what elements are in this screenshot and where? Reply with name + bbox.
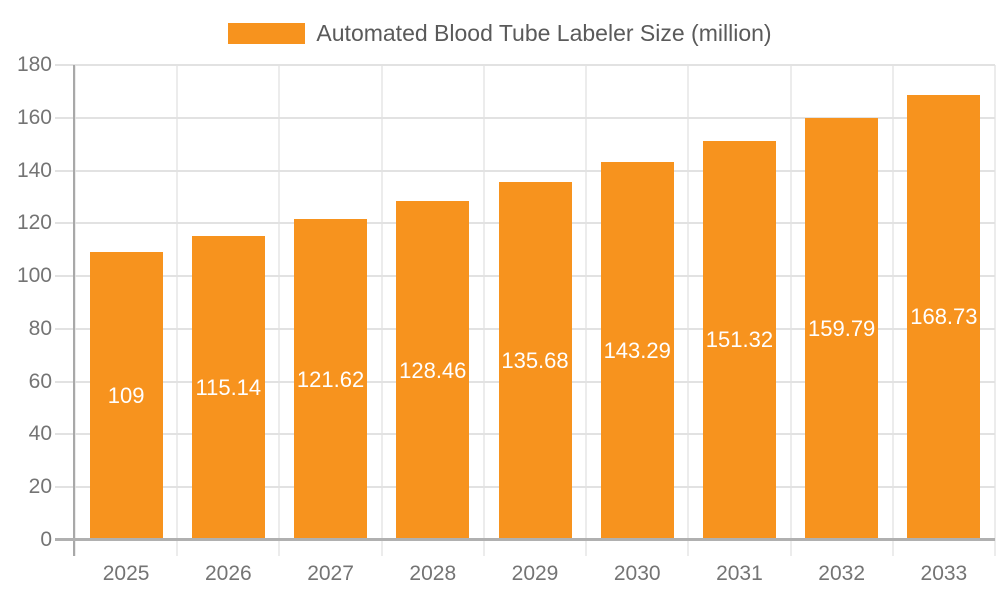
bar-2025[interactable]	[89, 252, 163, 540]
x-axis-tick-label: 2031	[716, 562, 763, 585]
vertical-gridline	[891, 65, 894, 556]
y-axis-tick-label: 160	[16, 105, 52, 129]
x-axis-tick-label: 2027	[307, 562, 354, 585]
y-axis-tick-label: 60	[28, 369, 52, 393]
horizontal-gridline	[55, 116, 995, 119]
vertical-gridline	[687, 65, 690, 556]
bar-value-label: 159.79	[808, 316, 876, 342]
vertical-gridline	[176, 65, 179, 556]
x-axis-tick-label: 2026	[204, 562, 252, 585]
chart-legend[interactable]: Automated Blood Tube Labeler Size (milli…	[0, 18, 1000, 48]
y-axis-line	[73, 65, 75, 556]
bar-2030[interactable]	[600, 161, 674, 540]
bar-value-label: 115.14	[195, 375, 262, 401]
y-axis-tick-label: 40	[28, 422, 52, 446]
y-axis-tick-label: 0	[40, 528, 52, 551]
x-axis-tick-label: 2033	[920, 562, 968, 585]
vertical-gridline	[994, 65, 996, 556]
y-axis-tick-label: 80	[28, 316, 52, 340]
bar-value-label: 109	[107, 383, 145, 409]
legend-swatch	[228, 22, 306, 44]
bar-value-label: 151.32	[705, 327, 774, 353]
y-axis-tick-label: 140	[16, 158, 52, 182]
bar-value-label: 168.73	[910, 304, 978, 330]
bar-2027[interactable]	[294, 219, 368, 540]
bar-2032[interactable]	[805, 118, 879, 540]
bar-value-label: 121.62	[296, 366, 365, 392]
bar-2029[interactable]	[498, 181, 572, 540]
legend-label: Automated Blood Tube Labeler Size (milli…	[316, 20, 772, 46]
vertical-gridline	[585, 65, 588, 556]
y-axis-tick-label: 180	[16, 53, 52, 76]
vertical-gridline	[74, 65, 76, 556]
vertical-gridline	[278, 65, 281, 556]
bar-value-label: 128.46	[399, 357, 467, 383]
horizontal-gridline	[55, 169, 995, 172]
bar-value-label: 135.68	[501, 347, 569, 373]
x-axis-tick-label: 2030	[613, 562, 661, 585]
x-axis-tick-label: 2032	[818, 562, 866, 585]
bar-value-label: 143.29	[603, 337, 671, 363]
bar-2028[interactable]	[396, 201, 470, 540]
bar-2026[interactable]	[191, 236, 265, 540]
y-axis-tick-label: 20	[28, 475, 52, 499]
bar-2031[interactable]	[702, 140, 776, 540]
vertical-gridline	[482, 65, 485, 556]
vertical-gridline	[789, 65, 792, 556]
x-axis-line	[55, 538, 995, 541]
x-axis-tick-label: 2028	[409, 562, 457, 585]
bar-2033[interactable]	[907, 94, 981, 540]
y-axis-tick-label: 120	[16, 211, 52, 235]
y-axis-tick-label: 100	[16, 264, 52, 288]
x-axis-tick-label: 2029	[511, 562, 559, 585]
vertical-gridline	[380, 65, 383, 556]
horizontal-gridline	[55, 64, 995, 66]
x-axis-tick-label: 2025	[102, 562, 150, 585]
